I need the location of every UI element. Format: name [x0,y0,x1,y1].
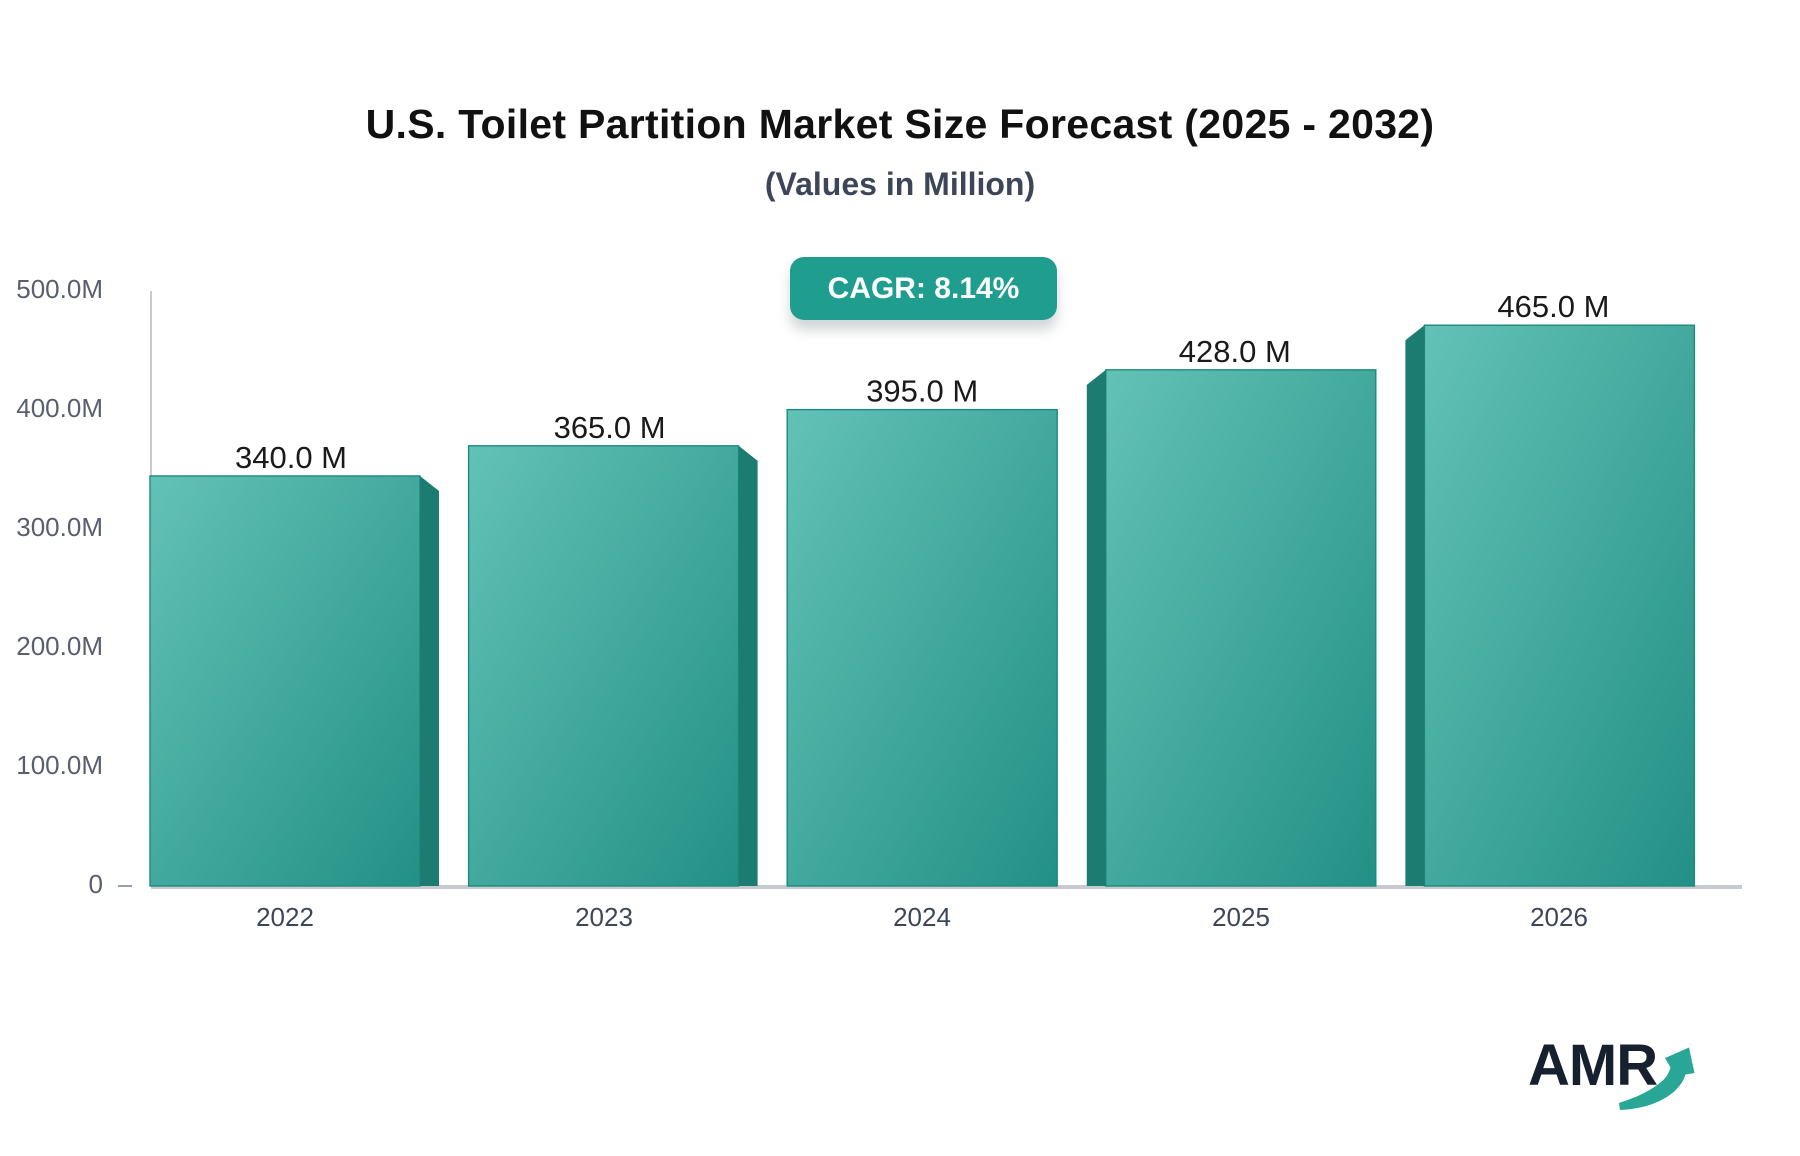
svg-text:300.0M: 300.0M [16,512,103,542]
svg-text:2023: 2023 [575,902,633,932]
svg-text:395.0 M: 395.0 M [866,374,978,409]
svg-text:400.0M: 400.0M [16,393,103,423]
svg-text:465.0 M: 465.0 M [1497,289,1609,324]
svg-text:2026: 2026 [1530,902,1588,932]
svg-text:2024: 2024 [893,902,951,932]
svg-text:200.0M: 200.0M [16,631,103,661]
svg-text:100.0M: 100.0M [16,750,103,780]
svg-text:365.0 M: 365.0 M [554,410,666,445]
svg-text:2022: 2022 [256,902,314,932]
svg-text:340.0 M: 340.0 M [235,440,347,475]
svg-text:500.0M: 500.0M [16,274,103,304]
svg-text:2025: 2025 [1212,902,1270,932]
svg-text:428.0 M: 428.0 M [1179,334,1291,369]
svg-text:0: 0 [89,869,103,899]
